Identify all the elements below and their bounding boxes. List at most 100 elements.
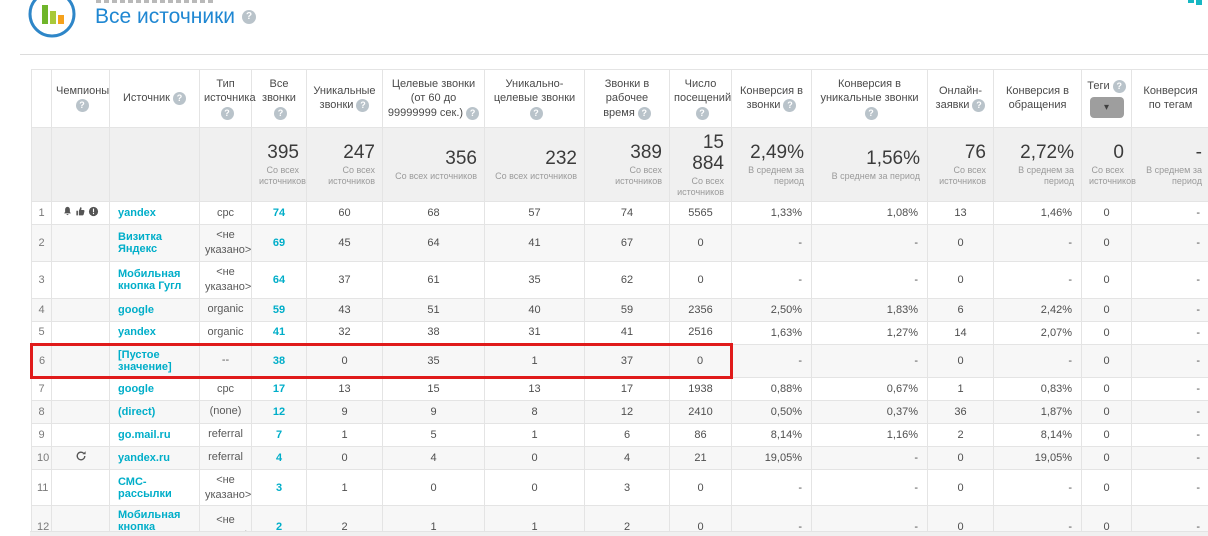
visits: 0 bbox=[669, 261, 732, 299]
source-link[interactable]: google bbox=[109, 297, 200, 322]
conv-appeals: 1,46% bbox=[993, 201, 1082, 226]
title-help-icon[interactable]: ? bbox=[242, 10, 257, 24]
conv-appeals: 2,42% bbox=[993, 297, 1082, 322]
help-icon[interactable]: ? bbox=[466, 106, 480, 120]
all-calls-link[interactable]: 64 bbox=[251, 261, 307, 299]
all-calls-link[interactable]: 41 bbox=[251, 320, 307, 345]
summary-conv-unique-calls: 1,56% В среднем за период bbox=[811, 126, 928, 203]
visits: 0 bbox=[669, 468, 732, 507]
conv-unique-calls: 0,67% bbox=[811, 376, 928, 401]
col-conv-tags: Конверсия по тегам bbox=[1131, 69, 1208, 128]
tags-count: 0 bbox=[1081, 297, 1132, 322]
all-calls-link[interactable]: 12 bbox=[251, 399, 307, 424]
conv-appeals: - bbox=[993, 224, 1082, 263]
thumbs-up-icon[interactable] bbox=[75, 206, 86, 220]
tags-count: 0 bbox=[1081, 399, 1132, 424]
help-icon[interactable]: ? bbox=[172, 92, 186, 106]
help-icon[interactable]: ? bbox=[220, 106, 234, 120]
source-link[interactable]: yandex bbox=[109, 320, 200, 345]
champions-cell bbox=[51, 320, 110, 345]
conv-calls: 0,50% bbox=[731, 399, 812, 424]
col-label: Тип источника bbox=[204, 78, 256, 105]
help-icon[interactable]: ? bbox=[274, 106, 287, 120]
corner-widget-icon[interactable] bbox=[1188, 0, 1202, 7]
help-icon[interactable]: ? bbox=[1112, 79, 1126, 93]
source-link[interactable]: Визитка Яндекс bbox=[109, 224, 200, 263]
row-number: 6 bbox=[30, 342, 52, 379]
unique-target-calls: 0 bbox=[484, 468, 585, 507]
page-title: Все источники bbox=[95, 5, 236, 28]
all-calls-link[interactable]: 17 bbox=[251, 376, 307, 401]
all-calls-link[interactable]: 2 bbox=[251, 505, 307, 536]
source-link[interactable]: yandex bbox=[109, 201, 200, 226]
summary-empty bbox=[51, 126, 110, 203]
table-row: 3 Мобильная кнопка Гугл <не указано> 64 37 61… bbox=[31, 261, 1208, 299]
col-tags: Теги? ▾ bbox=[1081, 69, 1132, 128]
all-calls-link[interactable]: 69 bbox=[251, 224, 307, 263]
visits: 86 bbox=[669, 422, 732, 447]
unique-calls: 9 bbox=[306, 399, 383, 424]
table-body: 1 yandex cpc 74 60 68 57 74 5565 1,33% 1,08% 13 1,46… bbox=[30, 201, 1208, 536]
source-link[interactable]: google bbox=[109, 376, 200, 401]
target-calls: 4 bbox=[382, 445, 485, 470]
conv-calls: - bbox=[731, 261, 812, 299]
target-calls: 68 bbox=[382, 201, 485, 226]
help-icon[interactable]: ? bbox=[75, 99, 89, 113]
all-calls-link[interactable]: 7 bbox=[251, 422, 307, 447]
all-calls-link[interactable]: 3 bbox=[251, 468, 307, 507]
col-online-leads: Онлайн-заявки? bbox=[927, 69, 994, 128]
help-icon[interactable]: ? bbox=[637, 106, 651, 120]
source-link[interactable]: СМС-рассылки bbox=[109, 468, 200, 507]
help-icon[interactable]: ? bbox=[695, 106, 709, 120]
unique-target-calls: 31 bbox=[484, 320, 585, 345]
help-icon[interactable]: ? bbox=[972, 99, 986, 113]
row-number: 7 bbox=[31, 376, 52, 401]
tags-filter-dropdown[interactable]: ▾ bbox=[1089, 97, 1124, 119]
conv-tags: - bbox=[1131, 343, 1208, 378]
unique-target-calls: 1 bbox=[484, 505, 585, 536]
bell-icon[interactable] bbox=[62, 206, 73, 220]
all-calls-link[interactable]: 4 bbox=[251, 445, 307, 470]
source-link[interactable]: (direct) bbox=[109, 399, 200, 424]
refresh-icon[interactable] bbox=[75, 450, 87, 465]
all-calls-link[interactable]: 59 bbox=[251, 297, 307, 322]
all-calls-link[interactable]: 74 bbox=[251, 201, 307, 226]
champions-cell bbox=[51, 201, 110, 226]
conv-unique-calls: - bbox=[811, 468, 928, 507]
col-label: Конверсия в звонки bbox=[739, 85, 804, 112]
visits: 2516 bbox=[669, 320, 732, 345]
alert-icon[interactable] bbox=[88, 206, 99, 220]
help-icon[interactable]: ? bbox=[529, 106, 543, 120]
worktime-calls: 12 bbox=[584, 399, 670, 424]
conv-appeals: 2,07% bbox=[993, 320, 1082, 345]
table-row: 10 yandex.ru referral 4 0 4 0 4 21 19,05% -0 19,05%… bbox=[31, 445, 1208, 470]
row-number: 3 bbox=[31, 261, 52, 299]
row-number: 11 bbox=[31, 468, 52, 507]
source-link[interactable]: [Пустое значение] bbox=[109, 342, 200, 379]
worktime-calls: 41 bbox=[584, 320, 670, 345]
help-icon[interactable]: ? bbox=[356, 99, 370, 113]
conv-appeals: - bbox=[993, 343, 1082, 378]
worktime-calls: 2 bbox=[584, 505, 670, 536]
conv-unique-calls: - bbox=[811, 224, 928, 263]
source-link[interactable]: go.mail.ru bbox=[109, 422, 200, 447]
source-type: <не указано> bbox=[199, 468, 252, 507]
source-link[interactable]: Мобильная кнопка Общая bbox=[109, 505, 200, 536]
all-calls-link[interactable]: 38 bbox=[251, 342, 307, 379]
conv-appeals: 19,05% bbox=[993, 445, 1082, 470]
help-icon[interactable]: ? bbox=[783, 99, 797, 113]
summary-row: 395 Со всех источников 247 Со всех источни… bbox=[31, 126, 1208, 203]
source-link[interactable]: Мобильная кнопка Гугл bbox=[109, 261, 200, 299]
col-champions: Чемпионы? bbox=[51, 69, 110, 128]
unique-target-calls: 8 bbox=[484, 399, 585, 424]
source-link[interactable]: yandex.ru bbox=[109, 445, 200, 470]
conv-tags: - bbox=[1131, 505, 1208, 536]
col-label: Онлайн-заявки bbox=[935, 85, 983, 112]
unique-target-calls: 35 bbox=[484, 261, 585, 299]
online-leads: 13 bbox=[927, 201, 994, 226]
online-leads: 0 bbox=[927, 468, 994, 507]
champions-cell bbox=[51, 468, 110, 507]
help-icon[interactable]: ? bbox=[864, 106, 878, 120]
champions-cell bbox=[51, 376, 110, 401]
